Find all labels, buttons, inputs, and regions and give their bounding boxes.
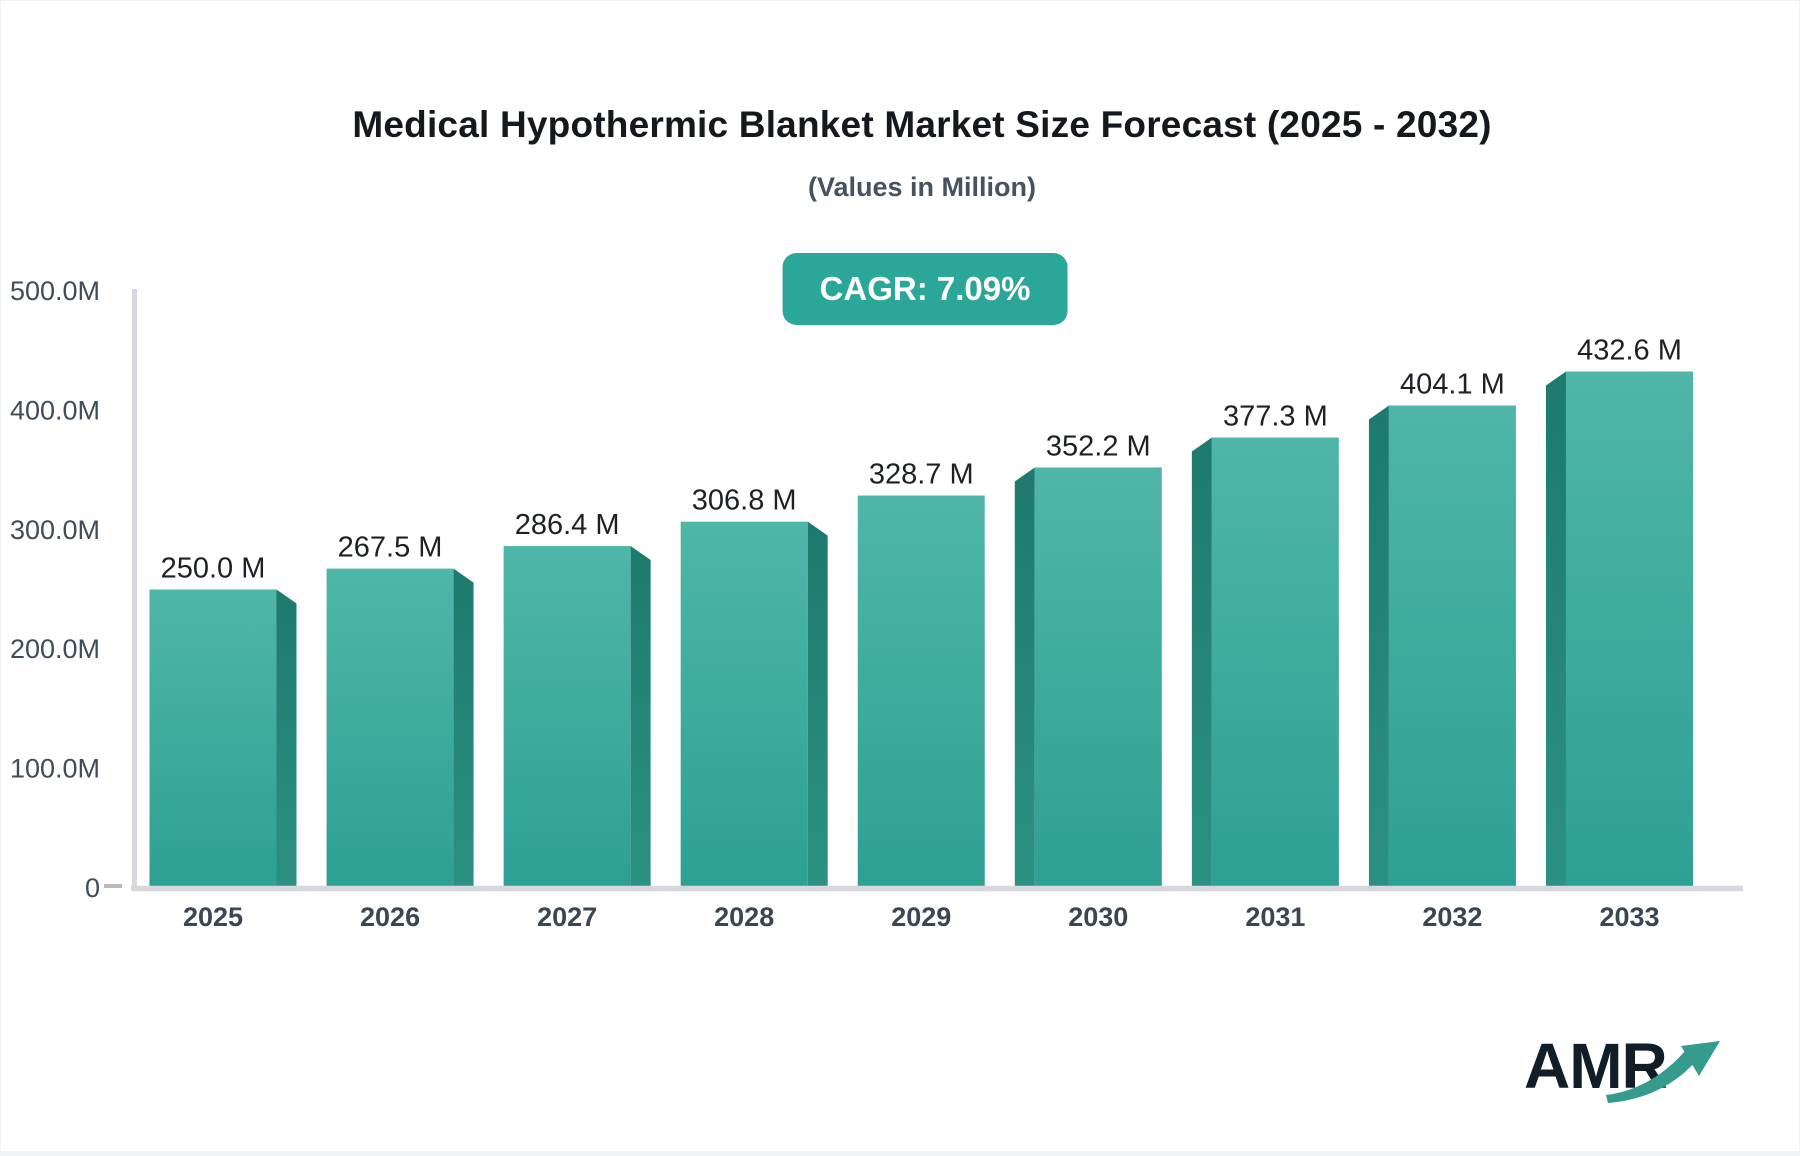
bar-side-face (1014, 467, 1035, 888)
bar (149, 589, 277, 888)
x-axis-label: 2028 (714, 902, 774, 932)
growth-arrow-head-icon (1681, 1041, 1720, 1076)
bar (1211, 437, 1339, 888)
y-axis-label: 400.0M (10, 395, 100, 425)
x-axis-label: 2026 (360, 902, 420, 932)
bar-value-label: 250.0 M (161, 553, 266, 585)
page-subtitle: (Values in Million) (807, 172, 1037, 202)
bar (857, 495, 985, 888)
y-axis-label: 500.0M (10, 276, 100, 306)
bar (1388, 405, 1516, 888)
bar-value-label: 404.1 M (1400, 369, 1505, 401)
bar-side-face (453, 568, 474, 888)
amr-logo: AMR (1524, 1030, 1720, 1103)
cagr-badge: CAGR: 7.09% (782, 253, 1068, 325)
bar-side-face (1191, 437, 1212, 888)
bar (680, 521, 808, 888)
y-axis-label: 100.0M (10, 754, 100, 784)
bar-side-face (1545, 371, 1566, 888)
bar (326, 568, 454, 888)
bar-side-face (630, 546, 651, 888)
y-axis-label: 300.0M (10, 515, 100, 545)
page-title: Medical Hypothermic Blanket Market Size … (352, 104, 1492, 145)
page-bottom-edge (0, 1151, 1800, 1156)
x-axis-label: 2031 (1245, 902, 1305, 932)
bar (503, 546, 631, 888)
bar-side-face (276, 589, 297, 888)
bar-value-label: 306.8 M (692, 485, 797, 517)
bar-value-label: 267.5 M (338, 532, 443, 564)
x-axis-label: 2025 (183, 902, 243, 932)
bar-side-face (1368, 405, 1389, 888)
bar (1565, 371, 1693, 888)
growth-arrow-icon (1606, 1051, 1696, 1103)
x-axis-label: 2033 (1599, 902, 1659, 932)
bar-value-label: 328.7 M (869, 459, 974, 491)
bar-value-label: 432.6 M (1577, 334, 1682, 366)
x-axis-label: 2030 (1068, 902, 1128, 932)
x-axis-label: 2032 (1422, 902, 1482, 932)
y-axis-label: 0 (85, 873, 100, 903)
bar-value-label: 352.2 M (1046, 430, 1151, 462)
bar (1034, 467, 1162, 888)
bar-side-face (807, 521, 828, 888)
bar-value-label: 377.3 M (1223, 401, 1328, 433)
bar-value-label: 286.4 M (515, 509, 620, 541)
y-axis-label: 200.0M (10, 634, 100, 664)
x-axis-label: 2029 (891, 902, 951, 932)
x-axis-label: 2027 (537, 902, 597, 932)
